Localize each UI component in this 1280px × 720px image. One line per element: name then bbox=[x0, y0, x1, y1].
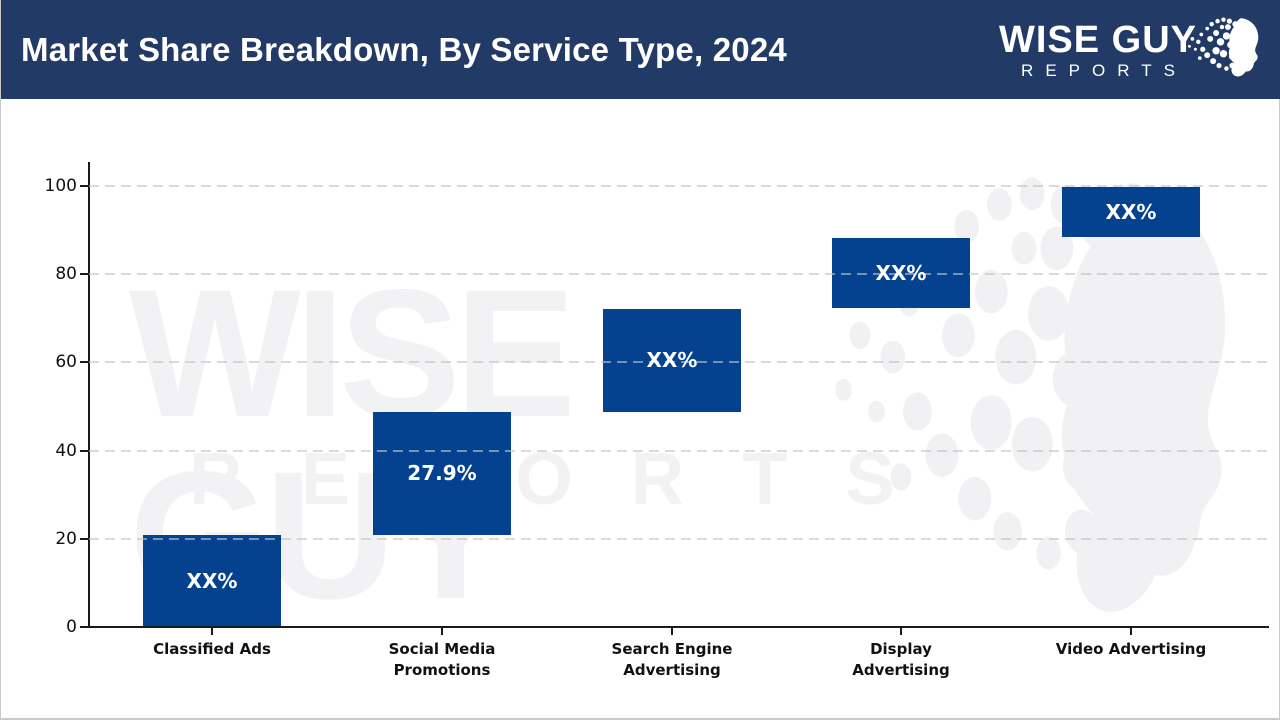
x-axis-category-label: Video Advertising bbox=[1055, 640, 1207, 658]
x-axis-tick-mark bbox=[441, 628, 443, 635]
bar-segment bbox=[603, 309, 741, 412]
y-axis-tick-label: 80 bbox=[55, 264, 77, 285]
logo-face-icon bbox=[1187, 16, 1259, 76]
y-axis-tick-label: 20 bbox=[55, 528, 77, 549]
x-axis-category-label: Social Media Promotions bbox=[388, 640, 496, 679]
gridline-100 bbox=[89, 185, 1267, 187]
bar-value-label: XX% bbox=[646, 348, 698, 373]
y-axis-tick-mark bbox=[80, 273, 88, 276]
x-axis-category-label: Display Advertising bbox=[852, 640, 950, 679]
y-axis-tick-label: 60 bbox=[55, 352, 77, 373]
bar-value-label: XX% bbox=[1105, 200, 1157, 225]
x-axis-tick-mark bbox=[1130, 628, 1132, 635]
bar-segment bbox=[373, 411, 511, 535]
gridline-20 bbox=[89, 537, 1267, 540]
y-axis-tick-label: 100 bbox=[44, 176, 77, 196]
y-axis-spine bbox=[88, 162, 90, 628]
x-axis-tick-mark bbox=[211, 628, 213, 635]
logo-sub-label: REPORTS bbox=[1021, 60, 1187, 80]
y-axis-tick-mark bbox=[80, 537, 88, 540]
gridline-80 bbox=[89, 273, 1267, 276]
y-axis-tick-label: 40 bbox=[55, 440, 77, 461]
x-axis-tick-mark bbox=[900, 628, 902, 635]
y-axis-tick-label: 0 bbox=[66, 617, 77, 637]
logo-text: WISE GUY REPORTS bbox=[999, 21, 1197, 79]
x-axis-spine bbox=[88, 626, 1269, 628]
gridline-40 bbox=[89, 449, 1267, 452]
gridline-60 bbox=[89, 361, 1267, 364]
x-axis-tick-mark bbox=[671, 628, 673, 635]
wise-guy-reports-logo: WISE GUY REPORTS bbox=[999, 10, 1259, 90]
y-axis-tick-mark bbox=[80, 626, 88, 628]
y-axis-tick-mark bbox=[80, 449, 88, 452]
header-bar: Market Share Breakdown, By Service Type,… bbox=[1, 0, 1280, 99]
bar-value-label: XX% bbox=[875, 261, 927, 286]
x-axis-category-label: Search Engine Advertising bbox=[611, 640, 733, 679]
x-axis-category-label: Classified Ads bbox=[153, 640, 271, 658]
y-axis-tick-mark bbox=[80, 361, 88, 364]
logo-name-label: WISE GUY bbox=[998, 18, 1197, 61]
bar-value-label: XX% bbox=[186, 568, 238, 593]
bar-segment bbox=[143, 534, 281, 627]
bar-value-label: 27.9% bbox=[407, 461, 477, 486]
y-axis-tick-mark bbox=[80, 185, 88, 187]
page-title: Market Share Breakdown, By Service Type,… bbox=[21, 30, 787, 68]
